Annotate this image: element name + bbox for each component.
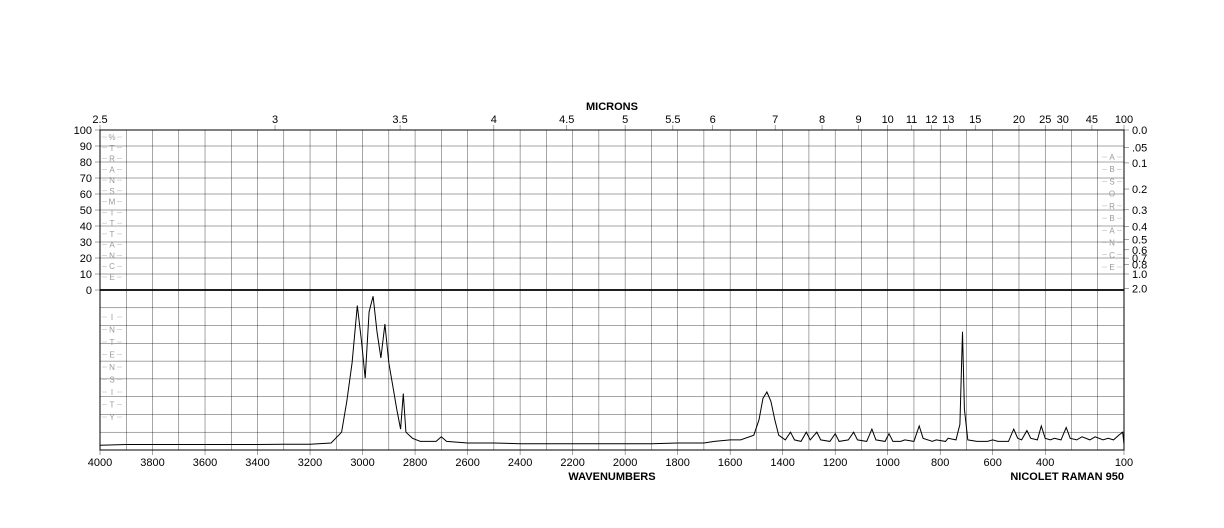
left-tick-label: 70 xyxy=(80,173,92,185)
top-tick-label: 3 xyxy=(272,114,278,126)
left-tick-label: 50 xyxy=(80,205,92,217)
top-tick-label: 8 xyxy=(819,114,825,126)
bottom-tick-label: 600 xyxy=(984,457,1002,469)
chart-svg: MICRONS2.533.544.555.5678910111213152025… xyxy=(0,0,1224,528)
absorbance-letter: S xyxy=(1109,177,1114,186)
left-tick-label: 90 xyxy=(80,141,92,153)
top-tick-label: 12 xyxy=(925,114,937,126)
right-tick-label: 0.4 xyxy=(1132,221,1147,233)
left-tick-label: 100 xyxy=(74,125,92,137)
bottom-tick-label: 2800 xyxy=(403,457,427,469)
absorbance-letter: B xyxy=(1109,165,1114,174)
transmittance-letter: N xyxy=(109,176,115,185)
bottom-tick-label: 100 xyxy=(1115,457,1133,469)
intensity-letter: N xyxy=(109,326,115,335)
left-tick-label: 80 xyxy=(80,157,92,169)
bottom-tick-label: 800 xyxy=(931,457,949,469)
instrument-label: NICOLET RAMAN 950 xyxy=(1010,471,1124,483)
transmittance-letter: E xyxy=(109,273,114,282)
top-tick-label: 25 xyxy=(1039,114,1051,126)
absorbance-letter: A xyxy=(1109,226,1115,235)
transmittance-letter: I xyxy=(111,208,113,217)
top-axis-title: MICRONS xyxy=(586,101,638,113)
bottom-tick-label: 1000 xyxy=(875,457,899,469)
intensity-letter: E xyxy=(109,351,114,360)
bottom-tick-label: 3800 xyxy=(140,457,164,469)
bottom-tick-label: 2000 xyxy=(613,457,637,469)
bottom-tick-label: 1400 xyxy=(770,457,794,469)
intensity-letter: S xyxy=(109,376,114,385)
absorbance-letter: E xyxy=(1109,263,1114,272)
bottom-tick-label: 1800 xyxy=(665,457,689,469)
intensity-letter: T xyxy=(110,338,115,347)
bottom-axis-title: WAVENUMBERS xyxy=(568,471,655,483)
transmittance-letter: % xyxy=(108,133,115,142)
spectrum-chart: MICRONS2.533.544.555.5678910111213152025… xyxy=(0,0,1224,528)
transmittance-letter: T xyxy=(110,219,115,228)
top-tick-label: 4.5 xyxy=(559,114,574,126)
bottom-tick-label: 3400 xyxy=(245,457,269,469)
absorbance-letter: B xyxy=(1109,214,1114,223)
transmittance-letter: M xyxy=(109,198,116,207)
absorbance-letter: A xyxy=(1109,153,1115,162)
right-tick-label: .05 xyxy=(1132,142,1147,154)
transmittance-letter: R xyxy=(109,155,115,164)
top-tick-label: 7 xyxy=(772,114,778,126)
bottom-tick-label: 400 xyxy=(1036,457,1054,469)
left-tick-label: 20 xyxy=(80,253,92,265)
absorbance-letter: R xyxy=(1109,202,1115,211)
intensity-letter: Y xyxy=(109,413,115,422)
bottom-tick-label: 3000 xyxy=(350,457,374,469)
intensity-letter: T xyxy=(110,401,115,410)
transmittance-letter: N xyxy=(109,251,115,260)
top-tick-label: 4 xyxy=(491,114,497,126)
transmittance-letter: A xyxy=(109,241,115,250)
transmittance-letter: T xyxy=(110,230,115,239)
right-tick-label: 0.1 xyxy=(1132,158,1147,170)
top-tick-label: 30 xyxy=(1057,114,1069,126)
absorbance-letter: C xyxy=(1109,251,1115,260)
top-tick-label: 10 xyxy=(882,114,894,126)
top-tick-label: 5.5 xyxy=(665,114,680,126)
top-tick-label: 9 xyxy=(855,114,861,126)
intensity-letter: N xyxy=(109,363,115,372)
top-tick-label: 2.5 xyxy=(92,114,107,126)
right-tick-label: 2.0 xyxy=(1132,283,1147,295)
left-tick-label: 60 xyxy=(80,189,92,201)
right-tick-label: 1.0 xyxy=(1132,269,1147,281)
left-tick-label: 40 xyxy=(80,221,92,233)
right-tick-label: 0.2 xyxy=(1132,184,1147,196)
top-tick-label: 45 xyxy=(1086,114,1098,126)
transmittance-letter: T xyxy=(110,144,115,153)
top-tick-label: 5 xyxy=(622,114,628,126)
bottom-tick-label: 2200 xyxy=(560,457,584,469)
bottom-tick-label: 4000 xyxy=(88,457,112,469)
top-tick-label: 3.5 xyxy=(392,114,407,126)
spectrum-trace xyxy=(100,296,1124,445)
top-tick-label: 20 xyxy=(1013,114,1025,126)
left-tick-label: 30 xyxy=(80,237,92,249)
bottom-tick-label: 3600 xyxy=(193,457,217,469)
bottom-tick-label: 2400 xyxy=(508,457,532,469)
right-tick-label: 0.0 xyxy=(1132,125,1147,137)
transmittance-letter: S xyxy=(109,187,114,196)
left-tick-label: 10 xyxy=(80,269,92,281)
absorbance-letter: O xyxy=(1109,190,1115,199)
absorbance-letter: N xyxy=(1109,239,1115,248)
transmittance-letter: A xyxy=(109,165,115,174)
bottom-tick-label: 3200 xyxy=(298,457,322,469)
top-tick-label: 6 xyxy=(710,114,716,126)
transmittance-letter: C xyxy=(109,262,115,271)
intensity-letter: I xyxy=(111,388,113,397)
bottom-tick-label: 2600 xyxy=(455,457,479,469)
left-tick-label: 0 xyxy=(86,285,92,297)
bottom-tick-label: 1600 xyxy=(718,457,742,469)
top-tick-label: 11 xyxy=(906,114,917,126)
right-tick-label: 0.3 xyxy=(1132,205,1147,217)
top-tick-label: 15 xyxy=(969,114,981,126)
top-tick-label: 13 xyxy=(942,114,954,126)
bottom-tick-label: 1200 xyxy=(823,457,847,469)
top-tick-label: 100 xyxy=(1115,114,1133,126)
intensity-letter: I xyxy=(111,313,113,322)
